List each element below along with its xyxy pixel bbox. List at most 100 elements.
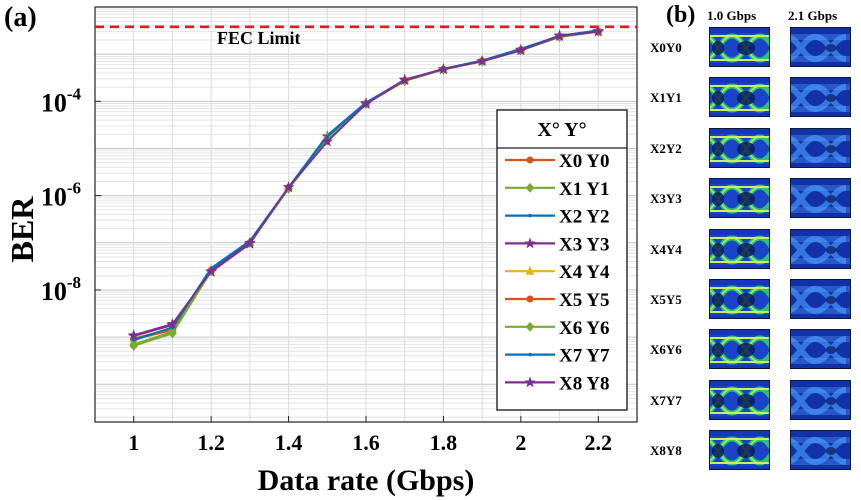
data-point: [398, 74, 411, 86]
eye-row-label: X7Y7: [650, 392, 682, 408]
legend-marker: [524, 237, 536, 249]
fec-limit-label: FEC Limit: [217, 28, 301, 48]
data-point: [166, 317, 179, 329]
eye-diagram-2g: [790, 430, 851, 471]
legend-entry-label: X7 Y7: [559, 346, 610, 367]
data-point: [282, 181, 295, 193]
data-point: [553, 30, 566, 42]
data-point: [592, 25, 605, 37]
eye-diagram-image: [710, 28, 769, 66]
legend-entry-label: X2 Y2: [559, 207, 610, 228]
eye-diagram-1g: [709, 279, 770, 319]
eye-diagram-image: [791, 229, 850, 268]
y-tick-label: 10-6: [41, 179, 81, 212]
eye-diagram-2g: [790, 77, 851, 118]
legend-marker: [524, 376, 536, 388]
eye-row-label: X2Y2: [650, 140, 682, 156]
ber-chart: 1 1.2 1.4 1.6 1.8 2 2.2 10-8 10-6 10-4 Data rate (…: [4, 6, 638, 497]
eye-diagram-image: [710, 431, 769, 470]
y-axis-label: BER: [4, 196, 40, 263]
panel-a-label: (a): [4, 2, 37, 33]
eye-diagram-image: [710, 229, 769, 268]
eye-diagram-2g: [790, 178, 851, 219]
legend-marker: [525, 182, 535, 193]
legend-marker: [528, 213, 532, 218]
data-point: [437, 63, 450, 75]
eye-row-label: X8Y8: [650, 443, 682, 459]
series-x8-y8: [127, 25, 605, 341]
x-tick-label: 1.8: [430, 430, 458, 455]
x-tick-label: 1.2: [197, 430, 225, 455]
data-point: [360, 97, 372, 109]
data-point: [131, 337, 136, 342]
data-point: [515, 44, 527, 56]
eye-diagram-1g: [709, 430, 770, 471]
y-tick-label: 10-8: [41, 273, 81, 306]
eye-diagram-2g: [790, 379, 851, 420]
eye-row-label: X5Y5: [650, 292, 682, 307]
legend-marker: [526, 295, 534, 303]
x-tick-label: 1.6: [352, 430, 380, 455]
data-point: [244, 236, 256, 248]
eye-diagram-image: [710, 179, 769, 218]
eye-diagram-1g: [709, 27, 770, 67]
x-tick-label: 2.2: [585, 430, 613, 455]
eye-diagram-2g: [790, 127, 851, 168]
legend-marker: [526, 156, 534, 164]
legend-entry-label: X5 Y5: [559, 290, 610, 311]
eye-diagram-image: [791, 431, 850, 470]
eye-diagram-image: [710, 78, 769, 117]
legend-entry-label: X8 Y8: [559, 373, 610, 394]
eye-diagram-2g: [790, 27, 851, 67]
eye-diagram-image: [791, 78, 850, 117]
legend-entry-label: X1 Y1: [559, 179, 610, 200]
data-point: [168, 326, 177, 337]
legend-title: X° Y°: [537, 119, 586, 141]
eye-row-label: X1Y1: [650, 90, 682, 106]
eye-column-header: 2.1 Gbps: [788, 8, 838, 23]
eye-diagram-image: [710, 380, 769, 419]
eye-diagram-image: [791, 28, 850, 66]
data-point: [127, 329, 140, 341]
eye-row-label: X3Y3: [650, 191, 682, 207]
eye-diagram-image: [791, 380, 850, 419]
eye-diagram-image: [791, 280, 850, 318]
legend: X° Y° X0 Y0 X1 Y1 X2 Y2 X3 Y3 X4 Y4 X5 Y5 X6 Y6…: [496, 109, 628, 411]
eye-row-label: X4Y4: [650, 241, 682, 257]
legend-entry-label: X4 Y4: [559, 262, 610, 283]
eye-diagram-1g: [709, 127, 770, 168]
eye-row-label: X6Y6: [650, 342, 682, 358]
data-point: [205, 265, 217, 277]
data-point: [129, 339, 138, 350]
panel-b-label: (b): [666, 2, 696, 28]
eye-diagram-1g: [709, 329, 770, 370]
eye-diagram-image: [710, 330, 769, 369]
eye-diagram-image: [791, 330, 850, 369]
eye-column-header: 1.0 Gbps: [707, 8, 757, 23]
eye-diagram-1g: [709, 77, 770, 118]
legend-marker: [528, 352, 532, 357]
eye-diagram-1g: [709, 178, 770, 219]
legend-marker: [525, 321, 535, 332]
eye-diagram-2g: [790, 228, 851, 269]
x-tick-label: 1.4: [275, 430, 303, 455]
eye-diagram-image: [791, 179, 850, 218]
eye-diagram-2g: [790, 279, 851, 319]
eye-diagram-1g: [709, 228, 770, 269]
legend-marker: [525, 265, 535, 275]
y-tick-label: 10-4: [41, 84, 82, 117]
x-tick-label: 1: [128, 430, 139, 455]
eye-row-label: X0Y0: [650, 40, 682, 55]
legend-entry-label: X0 Y0: [559, 151, 610, 172]
x-axis-label: Data rate (Gbps): [258, 464, 475, 497]
x-tick-label: 2: [515, 430, 526, 455]
eye-diagram-1g: [709, 379, 770, 420]
eye-diagram-2g: [790, 329, 851, 370]
legend-entry-label: X3 Y3: [559, 234, 610, 255]
data-point: [321, 135, 334, 147]
data-point: [476, 55, 488, 67]
eye-diagram-image: [791, 128, 850, 167]
eye-diagram-image: [710, 128, 769, 167]
legend-entry-label: X6 Y6: [559, 318, 610, 339]
eye-diagram-image: [710, 280, 769, 318]
